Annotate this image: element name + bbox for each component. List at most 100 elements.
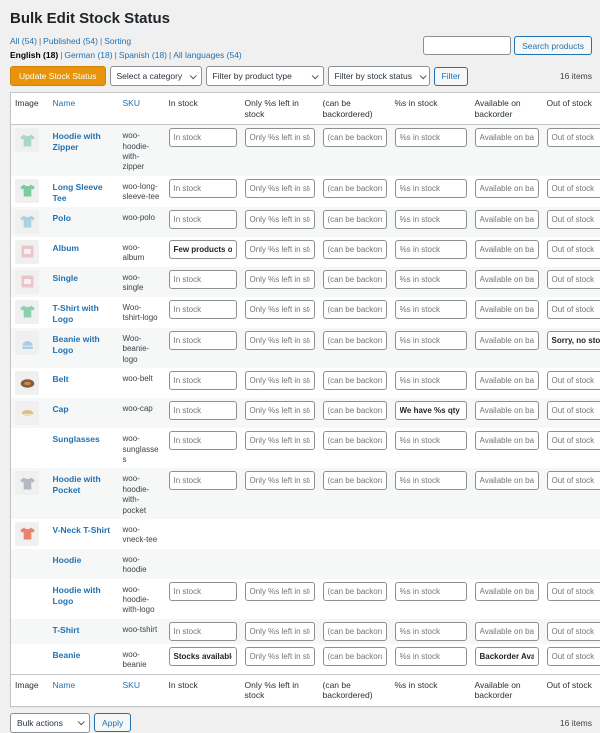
update-stock-status-button[interactable]: Update Stock Status [10, 66, 106, 86]
in-stock-input[interactable] [169, 401, 237, 420]
in-stock-input[interactable] [169, 371, 237, 390]
percent-stock-input[interactable] [395, 270, 467, 289]
only-left-input[interactable] [245, 371, 315, 390]
product-name-link[interactable]: Sunglasses [53, 431, 100, 445]
column-footer-name[interactable]: Name [53, 680, 76, 690]
backordered-input[interactable] [323, 371, 387, 390]
in-stock-input[interactable] [169, 179, 237, 198]
category-filter-select[interactable]: Select a category [110, 66, 202, 86]
avail-backorder-input[interactable] [475, 240, 539, 259]
product-name-link[interactable]: Cap [53, 401, 69, 415]
in-stock-input[interactable] [169, 240, 237, 259]
backordered-input[interactable] [323, 210, 387, 229]
only-left-input[interactable] [245, 401, 315, 420]
avail-backorder-input[interactable] [475, 128, 539, 147]
backordered-input[interactable] [323, 179, 387, 198]
percent-stock-input[interactable] [395, 401, 467, 420]
avail-backorder-input[interactable] [475, 179, 539, 198]
only-left-input[interactable] [245, 128, 315, 147]
product-name-link[interactable]: Beanie with Logo [53, 331, 115, 356]
only-left-input[interactable] [245, 270, 315, 289]
product-name-link[interactable]: Beanie [53, 647, 81, 661]
backordered-input[interactable] [323, 331, 387, 350]
column-header-sku[interactable]: SKU [123, 98, 140, 108]
in-stock-input[interactable] [169, 331, 237, 350]
backordered-input[interactable] [323, 128, 387, 147]
view-link-sorting[interactable]: Sorting [104, 36, 131, 46]
product-name-link[interactable]: Hoodie with Zipper [53, 128, 115, 153]
only-left-input[interactable] [245, 471, 315, 490]
out-of-stock-input[interactable] [547, 210, 600, 229]
avail-backorder-input[interactable] [475, 431, 539, 450]
only-left-input[interactable] [245, 300, 315, 319]
backordered-input[interactable] [323, 471, 387, 490]
product-name-link[interactable]: T-Shirt [53, 622, 80, 636]
in-stock-input[interactable] [169, 270, 237, 289]
percent-stock-input[interactable] [395, 300, 467, 319]
column-footer-sku[interactable]: SKU [123, 680, 140, 690]
out-of-stock-input[interactable] [547, 300, 600, 319]
backordered-input[interactable] [323, 582, 387, 601]
percent-stock-input[interactable] [395, 331, 467, 350]
product-name-link[interactable]: Belt [53, 371, 69, 385]
backordered-input[interactable] [323, 431, 387, 450]
percent-stock-input[interactable] [395, 647, 467, 666]
language-link-spanish[interactable]: Spanish (18) [119, 50, 167, 60]
product-name-link[interactable]: Long Sleeve Tee [53, 179, 115, 204]
avail-backorder-input[interactable] [475, 270, 539, 289]
backordered-input[interactable] [323, 647, 387, 666]
backordered-input[interactable] [323, 401, 387, 420]
only-left-input[interactable] [245, 647, 315, 666]
product-name-link[interactable]: Polo [53, 210, 71, 224]
out-of-stock-input[interactable] [547, 331, 600, 350]
product-name-link[interactable]: Hoodie [53, 552, 82, 566]
percent-stock-input[interactable] [395, 210, 467, 229]
column-header-name[interactable]: Name [53, 98, 76, 108]
avail-backorder-input[interactable] [475, 331, 539, 350]
view-link-all[interactable]: All (54) [10, 36, 37, 46]
out-of-stock-input[interactable] [547, 582, 600, 601]
product-name-link[interactable]: V-Neck T-Shirt [53, 522, 111, 536]
avail-backorder-input[interactable] [475, 300, 539, 319]
only-left-input[interactable] [245, 210, 315, 229]
avail-backorder-input[interactable] [475, 647, 539, 666]
only-left-input[interactable] [245, 240, 315, 259]
product-type-filter-select[interactable]: Filter by product type [206, 66, 324, 86]
only-left-input[interactable] [245, 622, 315, 641]
out-of-stock-input[interactable] [547, 471, 600, 490]
percent-stock-input[interactable] [395, 431, 467, 450]
search-products-button[interactable]: Search products [514, 36, 592, 55]
apply-button[interactable]: Apply [94, 713, 131, 732]
view-link-published[interactable]: Published (54) [43, 36, 98, 46]
out-of-stock-input[interactable] [547, 401, 600, 420]
in-stock-input[interactable] [169, 300, 237, 319]
in-stock-input[interactable] [169, 582, 237, 601]
backordered-input[interactable] [323, 270, 387, 289]
stock-status-filter-select[interactable]: Filter by stock status [328, 66, 430, 86]
in-stock-input[interactable] [169, 471, 237, 490]
avail-backorder-input[interactable] [475, 401, 539, 420]
bulk-actions-select[interactable]: Bulk actions [10, 713, 90, 733]
in-stock-input[interactable] [169, 128, 237, 147]
filter-button[interactable]: Filter [434, 67, 469, 86]
percent-stock-input[interactable] [395, 622, 467, 641]
out-of-stock-input[interactable] [547, 431, 600, 450]
backordered-input[interactable] [323, 240, 387, 259]
only-left-input[interactable] [245, 431, 315, 450]
product-name-link[interactable]: Hoodie with Logo [53, 582, 115, 607]
product-name-link[interactable]: T-Shirt with Logo [53, 300, 115, 325]
out-of-stock-input[interactable] [547, 270, 600, 289]
avail-backorder-input[interactable] [475, 582, 539, 601]
search-input[interactable] [423, 36, 511, 55]
percent-stock-input[interactable] [395, 179, 467, 198]
only-left-input[interactable] [245, 582, 315, 601]
avail-backorder-input[interactable] [475, 371, 539, 390]
language-link-all-languages[interactable]: All languages (54) [173, 50, 242, 60]
percent-stock-input[interactable] [395, 371, 467, 390]
in-stock-input[interactable] [169, 431, 237, 450]
backordered-input[interactable] [323, 300, 387, 319]
percent-stock-input[interactable] [395, 582, 467, 601]
only-left-input[interactable] [245, 331, 315, 350]
product-name-link[interactable]: Album [53, 240, 79, 254]
percent-stock-input[interactable] [395, 240, 467, 259]
